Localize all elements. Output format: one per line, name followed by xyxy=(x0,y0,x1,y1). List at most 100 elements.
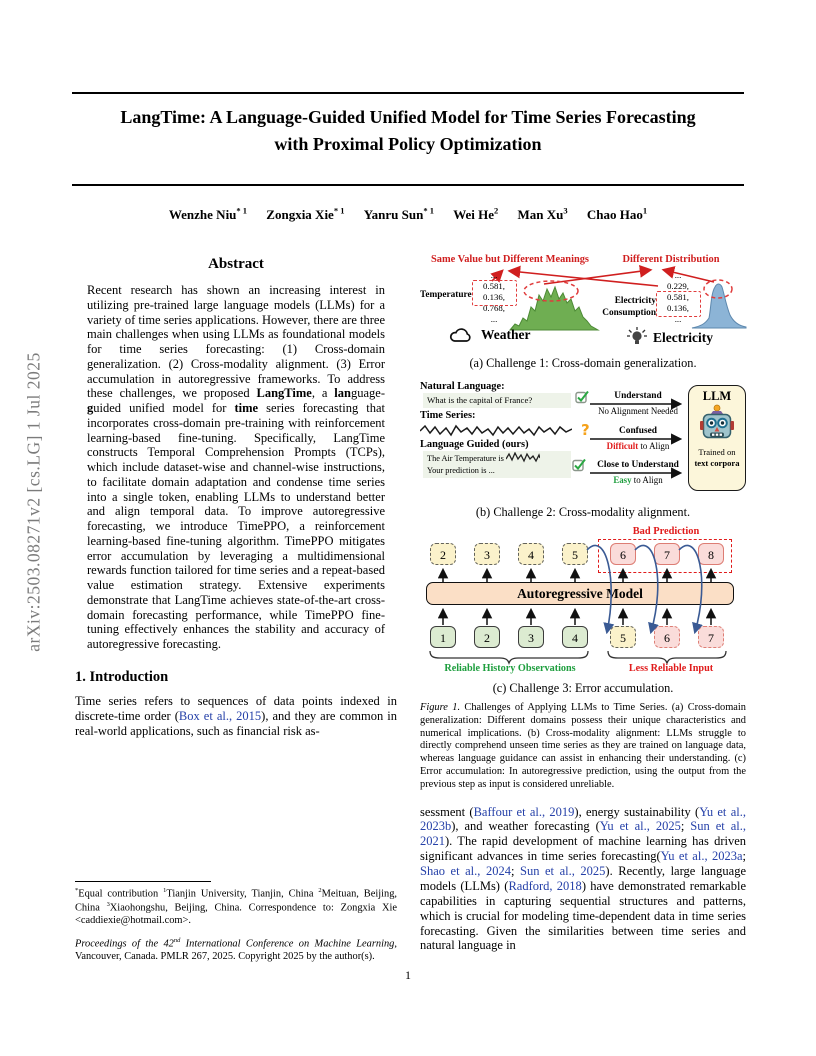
citation-link[interactable]: Yu et al., 2023b xyxy=(420,804,746,834)
footnote-text: *Equal contribution 1Tianjin University,… xyxy=(75,887,397,928)
text-segment: Meituan, Beijing, China xyxy=(75,888,397,914)
author-affiliation-sup: * 1 xyxy=(333,206,345,216)
citation-link[interactable]: Box et al., 2015 xyxy=(178,708,262,723)
citation-link[interactable]: Sun et al., 2021 xyxy=(420,819,746,849)
text-segment: 3 xyxy=(106,900,110,908)
caption-challenge3: (c) Challenge 3: Error accumulation. xyxy=(492,681,674,695)
close-understand-label: Close to Understand xyxy=(597,460,679,470)
citation-link[interactable]: Radford, 2018 xyxy=(508,878,582,893)
difficult-align-label: Difficult to Align xyxy=(582,441,694,451)
text-segment: ). Recently, large language models (LLMs… xyxy=(420,864,746,893)
text-segment: ; xyxy=(510,864,520,879)
text-segment: Easy xyxy=(613,475,632,485)
token: 2 xyxy=(430,543,456,565)
value: 0.229, xyxy=(667,281,689,291)
question-mark-icon: ? xyxy=(581,421,590,439)
token: 3 xyxy=(518,626,544,648)
temperature-label: Temperature xyxy=(420,290,472,300)
author: Wei He2 xyxy=(453,206,498,223)
author: Chao Hao1 xyxy=(587,206,648,222)
citation-link[interactable]: Baffour et al., 2019 xyxy=(473,804,575,819)
author-affiliation-sup: 1 xyxy=(642,206,648,216)
text-segment: g xyxy=(87,401,94,415)
citation-link[interactable]: Yu et al., 2023a xyxy=(660,849,743,864)
token: 4 xyxy=(562,626,588,648)
text-segment: ; xyxy=(680,819,691,834)
text-segment: Challenges of Applying LLMs to Time Seri… xyxy=(420,702,746,790)
value: 0.581, xyxy=(667,292,689,302)
llm-box: LLM Trained on xyxy=(688,385,746,491)
author-name: Man Xu xyxy=(517,207,564,223)
token: 3 xyxy=(474,543,500,565)
author-list: Wenzhe Niu* 1 Zongxia Xie* 1 Yanru Sun* … xyxy=(72,206,744,223)
abstract-text: Recent research has shown an increasing … xyxy=(75,283,397,652)
same-value-label: Same Value but Different Meanings xyxy=(431,254,589,265)
text-segment: Proceedings of the xyxy=(75,938,164,950)
left-column: Abstract Recent research has shown an in… xyxy=(75,250,397,966)
weather-domain: Weather xyxy=(448,326,531,343)
token: 7 xyxy=(654,543,680,565)
citation-link[interactable]: Sun et al., 2025 xyxy=(520,864,606,879)
author-affiliation-sup: * 1 xyxy=(423,206,434,216)
arxiv-watermark: arXiv:2503.08271v2 [cs.LG] 1 Jul 2025 xyxy=(23,352,44,652)
text-segment: to Align xyxy=(638,441,670,451)
token: 6 xyxy=(654,626,680,648)
value: 0.136, xyxy=(667,303,689,313)
llm-title: LLM xyxy=(702,389,732,403)
title-line2: with Proximal Policy Optimization xyxy=(274,134,542,154)
easy-align-label: Easy to Align xyxy=(582,475,694,485)
text-segment: LangTime xyxy=(256,386,312,401)
mini-squiggle xyxy=(505,451,541,463)
weather-label: Weather xyxy=(481,327,531,342)
text-segment: uided unified model for xyxy=(93,401,235,415)
footnote-block: *Equal contribution 1Tianjin University,… xyxy=(75,880,397,964)
token: 5 xyxy=(562,543,588,565)
text-segment: lan xyxy=(334,386,351,401)
abstract-heading: Abstract xyxy=(208,256,264,272)
author: Man Xu3 xyxy=(517,206,568,223)
citation-link[interactable]: Shao et al., 2024 xyxy=(420,864,511,879)
text-segment: series forecasting that incorporates cro… xyxy=(87,401,386,651)
authors-rule xyxy=(72,184,744,186)
confused-label: Confused xyxy=(618,426,658,436)
author-name: Yanru Sun xyxy=(363,207,424,223)
language-guided-example: The Air Temperature is Your prediction i… xyxy=(423,451,571,478)
footnote-rule xyxy=(75,880,211,882)
author-name: Wei He xyxy=(453,207,495,223)
llm-trained-on: Trained on xyxy=(698,447,736,457)
text-segment: Time series refers to sequences of data … xyxy=(75,693,397,723)
figure-challenge3: Bad Prediction 2 3 4 5 6 7 8 Autoregress… xyxy=(420,526,746,676)
citation-link[interactable]: Yu et al., 2025 xyxy=(599,819,681,834)
text-segment: No Alignment Needed xyxy=(598,406,678,416)
electricity-distribution-chart xyxy=(691,279,747,329)
less-reliable-label: Less Reliable Input xyxy=(628,663,714,674)
token: 4 xyxy=(518,543,544,565)
author: Zongxia Xie* 1 xyxy=(266,206,345,222)
highlight-box xyxy=(656,291,701,317)
author-name: Wenzhe Niu xyxy=(168,207,237,223)
time-series-squiggle xyxy=(420,424,572,437)
text-segment: 42 xyxy=(163,938,174,950)
author-affiliation-sup: * 1 xyxy=(236,206,248,216)
text-segment: to Align xyxy=(631,475,663,485)
token: 2 xyxy=(474,626,500,648)
language-guided-title: Language Guided (ours) xyxy=(420,439,529,450)
autoregressive-model-bar: Autoregressive Model xyxy=(426,582,734,605)
figure-challenge1: Same Value but Different Meanings Differ… xyxy=(420,254,747,350)
cloud-icon xyxy=(449,328,471,342)
time-series-title: Time Series: xyxy=(420,410,476,421)
caption-challenge2: (b) Challenge 2: Cross-modality alignmen… xyxy=(475,505,691,519)
text-segment: ), energy sustainability ( xyxy=(574,804,700,819)
figure-challenge2: Natural Language: What is the capital of… xyxy=(420,381,746,495)
electricity-domain: Electricity xyxy=(626,326,713,346)
page-title: LangTime: A Language-Guided Unified Mode… xyxy=(72,104,744,158)
author: Wenzhe Niu* 1 xyxy=(168,206,248,223)
natural-language-example: What is the capital of France? xyxy=(423,393,571,408)
check-icon xyxy=(575,390,589,404)
text-segment: * xyxy=(75,886,79,894)
body-paragraph: sessment (Baffour et al., 2019), energy … xyxy=(420,805,746,954)
page-number: 1 xyxy=(405,968,411,982)
token: 5 xyxy=(610,626,636,648)
text-segment: ), and weather forecasting ( xyxy=(451,819,600,834)
